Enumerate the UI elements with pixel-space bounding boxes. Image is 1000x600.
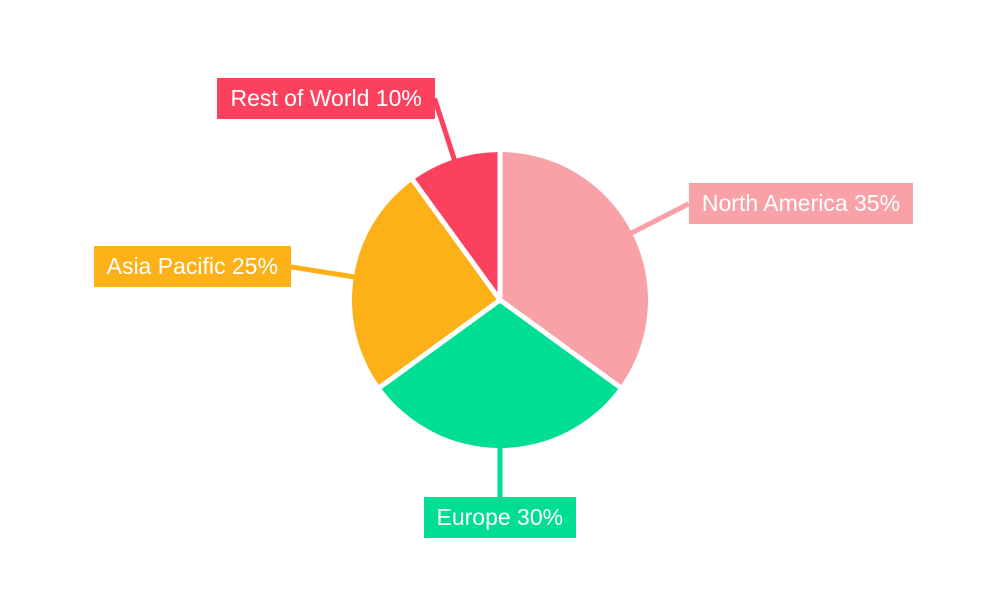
callout-label-asia-pacific: Asia Pacific 25% [93, 246, 291, 288]
leader-line-asia-pacific [290, 264, 359, 280]
slice-separator [377, 297, 502, 390]
pie-slice-europe [380, 300, 620, 448]
callout-label-north-america: North America 35% [688, 183, 914, 225]
pie-slice-north-america [500, 152, 648, 387]
pie-slice-rest-of-world [413, 152, 500, 300]
slice-separator [410, 177, 503, 302]
slice-separator [498, 297, 623, 390]
callout-label-europe: Europe 30% [423, 497, 577, 538]
leader-line-rest-of-world [432, 97, 458, 164]
leader-line-north-america [627, 201, 691, 237]
callout-label-rest-of-world: Rest of World 10% [217, 77, 435, 119]
pie-slice-asia-pacific [352, 180, 500, 387]
